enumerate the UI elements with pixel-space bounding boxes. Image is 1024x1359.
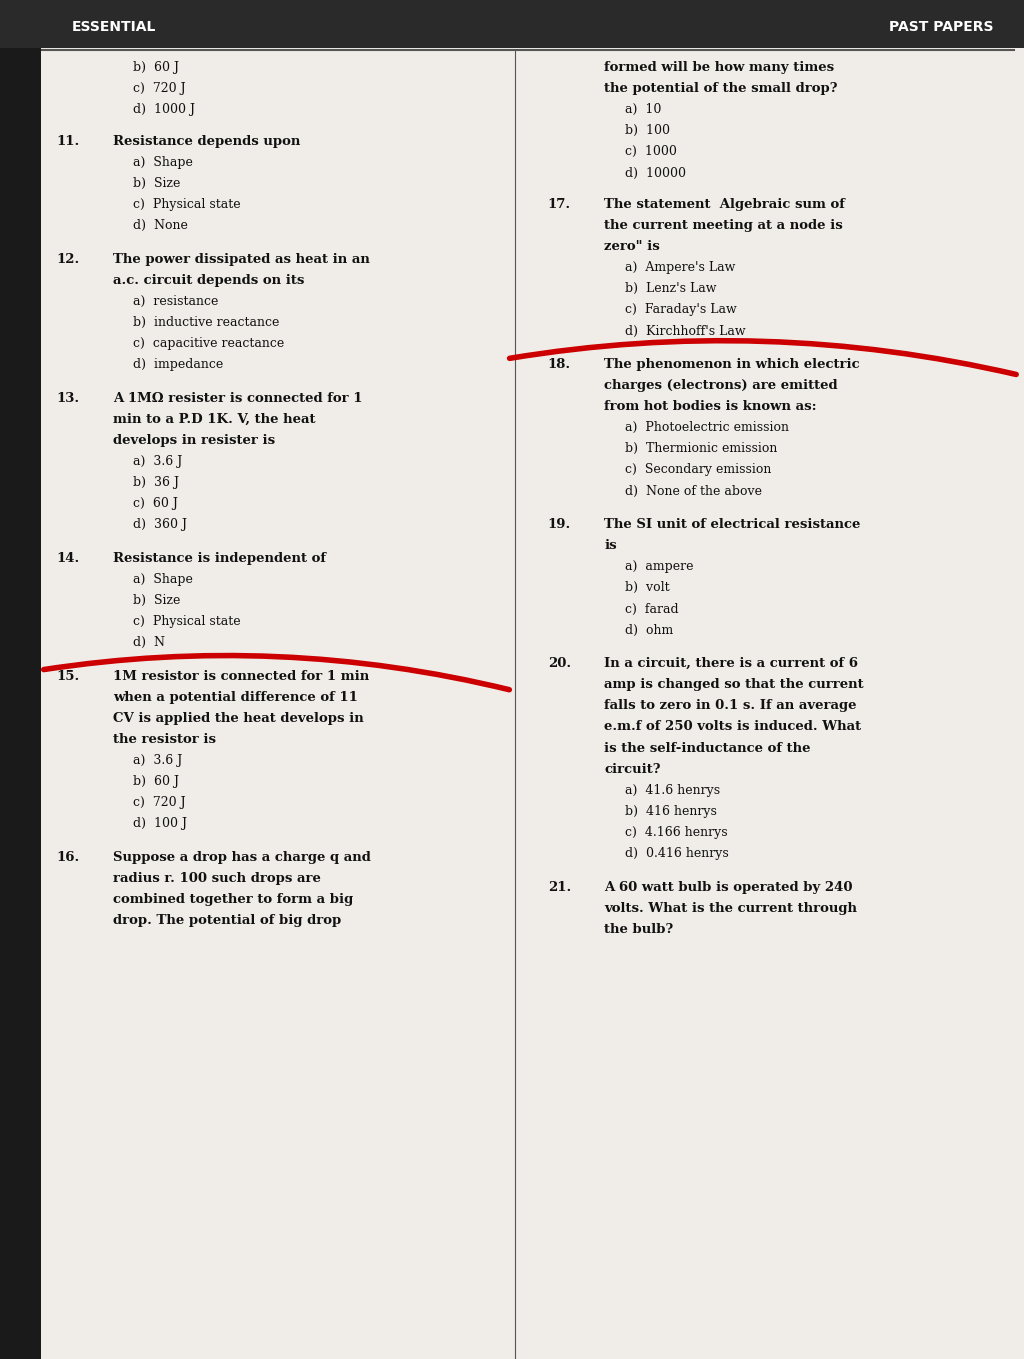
Text: 19.: 19. [548,518,571,531]
FancyBboxPatch shape [0,0,1024,48]
Text: b)  60 J: b) 60 J [133,775,179,788]
Text: volts. What is the current through: volts. What is the current through [604,901,857,915]
Text: d)  None of the above: d) None of the above [625,485,762,497]
Text: circuit?: circuit? [604,762,660,776]
Text: d)  None: d) None [133,219,188,232]
Text: from hot bodies is known as:: from hot bodies is known as: [604,401,817,413]
Text: is the self-inductance of the: is the self-inductance of the [604,742,811,754]
Text: Resistance depends upon: Resistance depends upon [113,135,300,148]
Text: b)  Size: b) Size [133,177,180,190]
Text: min to a P.D 1K. V, the heat: min to a P.D 1K. V, the heat [113,413,315,425]
Text: d)  N: d) N [133,636,165,650]
Text: zero" is: zero" is [604,241,659,253]
Text: In a circuit, there is a current of 6: In a circuit, there is a current of 6 [604,658,858,670]
Text: d)  ohm: d) ohm [625,624,673,636]
Text: c)  720 J: c) 720 J [133,82,185,95]
Text: a)  3.6 J: a) 3.6 J [133,455,182,467]
Text: d)  10000: d) 10000 [625,166,686,179]
Text: c)  Secondary emission: c) Secondary emission [625,463,771,477]
Text: d)  0.416 henrys: d) 0.416 henrys [625,847,728,860]
Text: A 1MΩ resister is connected for 1: A 1MΩ resister is connected for 1 [113,391,362,405]
Text: 14.: 14. [56,552,80,565]
Text: d)  Kirchhoff's Law: d) Kirchhoff's Law [625,325,745,337]
Text: formed will be how many times: formed will be how many times [604,61,835,75]
Text: when a potential difference of 11: when a potential difference of 11 [113,690,357,704]
Text: b)  Size: b) Size [133,594,180,607]
Text: c)  farad: c) farad [625,602,678,616]
Text: drop. The potential of big drop: drop. The potential of big drop [113,915,341,927]
Text: a)  3.6 J: a) 3.6 J [133,754,182,768]
Text: 11.: 11. [56,135,80,148]
Text: develops in resister is: develops in resister is [113,434,274,447]
Text: 21.: 21. [548,881,571,894]
Text: 15.: 15. [56,670,80,684]
Text: ESSENTIAL: ESSENTIAL [72,20,156,34]
Text: c)  Physical state: c) Physical state [133,616,241,628]
Text: a)  Shape: a) Shape [133,573,193,586]
Text: d)  360 J: d) 360 J [133,518,187,531]
Text: b)  Thermionic emission: b) Thermionic emission [625,443,777,455]
Text: a.c. circuit depends on its: a.c. circuit depends on its [113,275,304,287]
Text: c)  720 J: c) 720 J [133,796,185,810]
Text: a)  Shape: a) Shape [133,156,193,169]
Text: b)  volt: b) volt [625,582,670,594]
Text: The power dissipated as heat in an: The power dissipated as heat in an [113,253,370,266]
FancyBboxPatch shape [0,0,41,1359]
Text: the current meeting at a node is: the current meeting at a node is [604,219,843,232]
Text: falls to zero in 0.1 s. If an average: falls to zero in 0.1 s. If an average [604,700,857,712]
Text: b)  60 J: b) 60 J [133,61,179,75]
Text: The phenomenon in which electric: The phenomenon in which electric [604,359,860,371]
Text: the bulb?: the bulb? [604,923,674,936]
Text: c)  capacitive reactance: c) capacitive reactance [133,337,285,351]
Text: 17.: 17. [548,198,571,211]
Text: b)  416 henrys: b) 416 henrys [625,805,717,818]
Text: b)  36 J: b) 36 J [133,476,179,489]
Text: b)  Lenz's Law: b) Lenz's Law [625,283,716,295]
Text: c)  1000: c) 1000 [625,145,677,159]
Text: b)  inductive reactance: b) inductive reactance [133,317,280,329]
Text: e.m.f of 250 volts is induced. What: e.m.f of 250 volts is induced. What [604,720,861,734]
Text: radius r. 100 such drops are: radius r. 100 such drops are [113,872,321,885]
Text: A 60 watt bulb is operated by 240: A 60 watt bulb is operated by 240 [604,881,853,894]
Text: a)  Photoelectric emission: a) Photoelectric emission [625,421,788,435]
Text: c)  Faraday's Law: c) Faraday's Law [625,303,736,317]
Text: is: is [604,540,616,552]
Text: charges (electrons) are emitted: charges (electrons) are emitted [604,379,838,393]
Text: CV is applied the heat develops in: CV is applied the heat develops in [113,712,364,726]
Text: the potential of the small drop?: the potential of the small drop? [604,82,838,95]
Text: Resistance is independent of: Resistance is independent of [113,552,326,565]
Text: d)  1000 J: d) 1000 J [133,103,196,117]
Text: c)  60 J: c) 60 J [133,497,178,510]
Text: amp is changed so that the current: amp is changed so that the current [604,678,864,692]
Text: b)  100: b) 100 [625,124,670,137]
Text: c)  4.166 henrys: c) 4.166 henrys [625,826,727,839]
Text: c)  Physical state: c) Physical state [133,198,241,211]
Text: a)  ampere: a) ampere [625,560,693,573]
Text: 16.: 16. [56,851,80,864]
Text: a)  Ampere's Law: a) Ampere's Law [625,261,735,275]
Text: Suppose a drop has a charge q and: Suppose a drop has a charge q and [113,851,371,864]
Text: 13.: 13. [56,391,80,405]
Text: the resistor is: the resistor is [113,733,216,746]
Text: The SI unit of electrical resistance: The SI unit of electrical resistance [604,518,860,531]
Text: 18.: 18. [548,359,571,371]
Text: a)  10: a) 10 [625,103,662,117]
Text: d)  impedance: d) impedance [133,359,223,371]
Text: 12.: 12. [56,253,80,266]
Text: 1M resistor is connected for 1 min: 1M resistor is connected for 1 min [113,670,369,684]
Text: a)  41.6 henrys: a) 41.6 henrys [625,784,720,796]
Text: a)  resistance: a) resistance [133,295,218,308]
Text: PAST PAPERS: PAST PAPERS [889,20,993,34]
Text: The statement  Algebraic sum of: The statement Algebraic sum of [604,198,845,211]
Text: 20.: 20. [548,658,571,670]
Text: d)  100 J: d) 100 J [133,817,187,830]
Text: combined together to form a big: combined together to form a big [113,893,353,906]
